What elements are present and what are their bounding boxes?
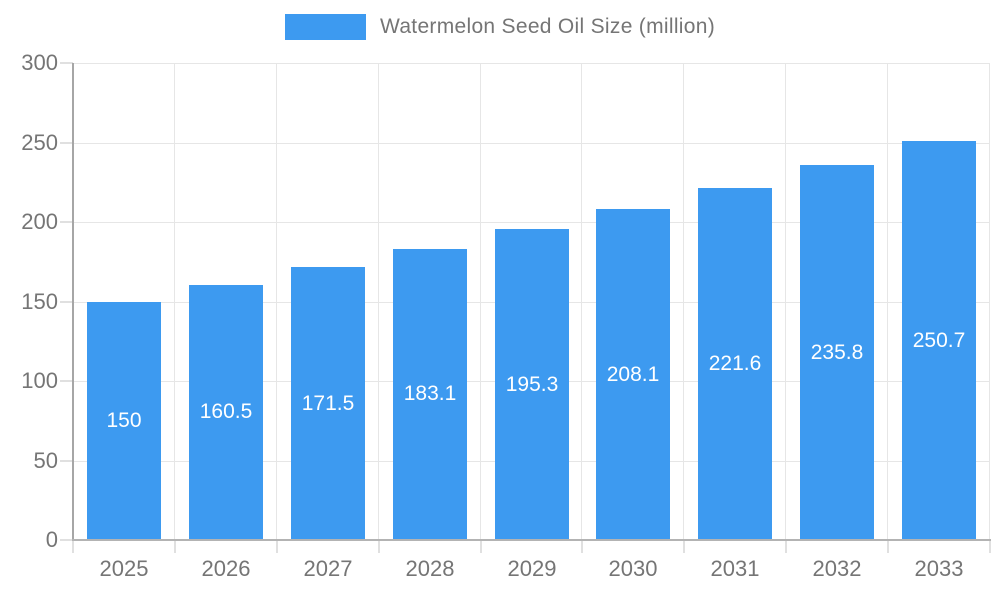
x-axis-label: 2030: [608, 556, 658, 581]
gridline-v: [276, 63, 277, 540]
y-tick-mark: [60, 539, 73, 541]
gridline-v: [480, 63, 481, 540]
bar[interactable]: [495, 229, 569, 540]
bar-value-label: 195.3: [505, 373, 559, 396]
x-axis-label: 2029: [507, 556, 557, 581]
x-tick-mark: [276, 540, 278, 553]
bar[interactable]: [800, 165, 874, 540]
y-tick-mark: [60, 301, 73, 303]
bar[interactable]: [87, 302, 161, 541]
bar[interactable]: [596, 209, 670, 540]
gridline-v: [683, 63, 684, 540]
y-axis-label: 250: [21, 130, 58, 155]
gridline-v: [581, 63, 582, 540]
y-axis-label: 100: [21, 368, 58, 393]
y-tick-mark: [60, 221, 73, 223]
x-tick-mark: [480, 540, 482, 553]
y-tick-mark: [60, 142, 73, 144]
x-tick-mark: [378, 540, 380, 553]
bar-value-label: 250.7: [912, 329, 966, 352]
bar-value-label: 208.1: [606, 363, 660, 386]
x-tick-mark: [785, 540, 787, 553]
bar[interactable]: [698, 188, 772, 540]
bar[interactable]: [393, 249, 467, 540]
x-axis-label: 2026: [201, 556, 251, 581]
x-axis-label: 2028: [405, 556, 455, 581]
x-tick-mark: [989, 540, 991, 553]
gridline-v: [378, 63, 379, 540]
bar-value-label: 235.8: [810, 341, 864, 364]
y-tick-mark: [60, 62, 73, 64]
y-tick-mark: [60, 460, 73, 462]
y-axis-label: 0: [45, 527, 58, 552]
gridline-v: [785, 63, 786, 540]
gridline-v: [989, 63, 990, 540]
y-axis-line: [72, 63, 74, 540]
x-tick-mark: [72, 540, 74, 553]
x-axis-label: 2033: [914, 556, 964, 581]
legend-swatch: [284, 14, 366, 40]
x-axis-line: [72, 539, 991, 541]
x-tick-mark: [174, 540, 176, 553]
x-tick-mark: [887, 540, 889, 553]
bar-value-label: 171.5: [301, 392, 355, 415]
gridline-h: [73, 143, 990, 144]
legend-label: Watermelon Seed Oil Size (million): [379, 15, 716, 38]
bar[interactable]: [291, 267, 365, 540]
gridline-h: [73, 63, 990, 64]
plot-area: 150 160.5 171.5 183.1 195.3 208.1 221.6 235.8 25…: [73, 63, 990, 541]
bar-value-label: 160.5: [199, 400, 253, 423]
y-axis-label: 200: [21, 209, 58, 234]
y-tick-mark: [60, 380, 73, 382]
bar-value-label: 221.6: [708, 352, 762, 375]
bar[interactable]: [189, 285, 263, 540]
y-axis-label: 300: [21, 50, 58, 75]
gridline-h: [73, 222, 990, 223]
x-axis-label: 2027: [303, 556, 353, 581]
legend[interactable]: Watermelon Seed Oil Size (million): [0, 14, 1000, 40]
gridline-v: [174, 63, 175, 540]
bar[interactable]: [902, 141, 976, 540]
gridline-v: [887, 63, 888, 540]
y-axis-label: 150: [21, 289, 58, 314]
bar-value-label: 183.1: [403, 382, 457, 405]
x-axis-label: 2032: [812, 556, 862, 581]
y-axis-label: 50: [33, 448, 58, 473]
x-axis-label: 2025: [99, 556, 149, 581]
x-tick-mark: [683, 540, 685, 553]
x-axis-label: 2031: [710, 556, 760, 581]
x-tick-mark: [581, 540, 583, 553]
bar-value-label: 150: [106, 409, 142, 432]
